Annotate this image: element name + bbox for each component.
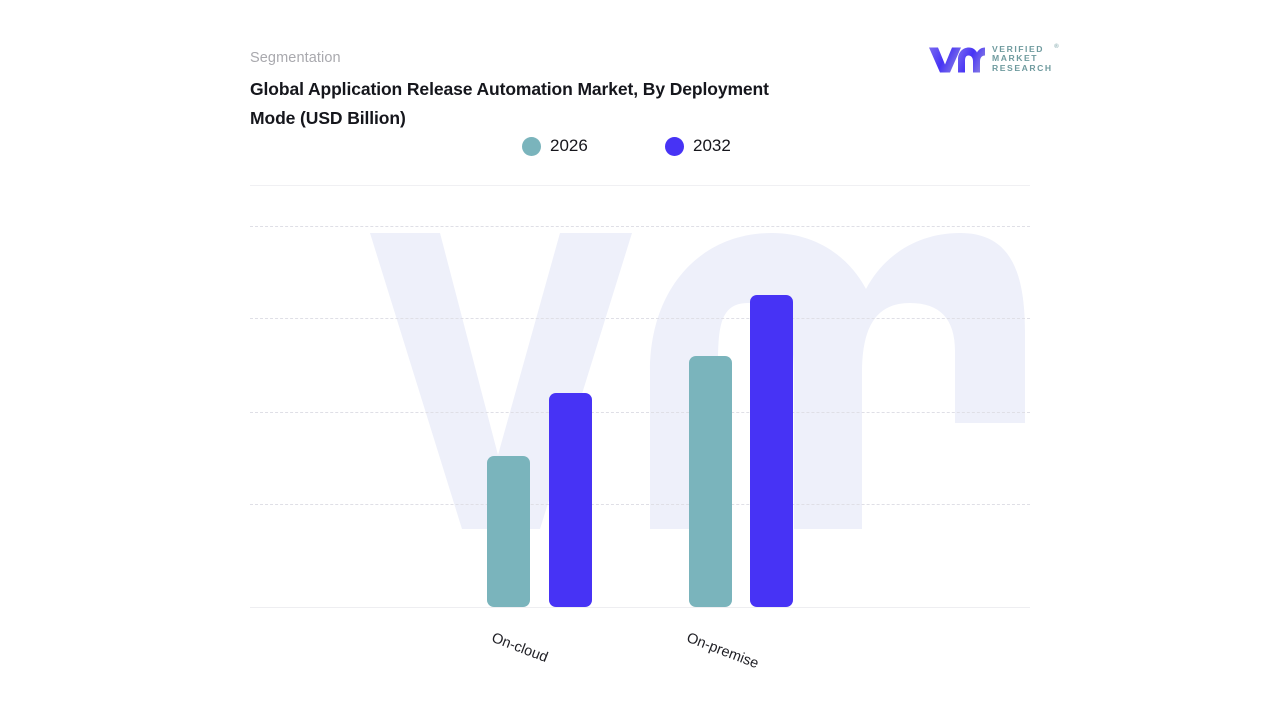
gridline-4 [250, 504, 1030, 505]
legend-swatch-icon-2032 [665, 136, 684, 156]
gridline-2 [250, 318, 1030, 319]
logo-line-research: RESEARCH [992, 62, 1053, 73]
logo-wordmark-text: VERIFIED MARKET RESEARCH ® [992, 43, 1059, 74]
chart-legend: 2026 2032 [250, 136, 1030, 162]
plot-area [250, 185, 1030, 608]
legend-label-2032: 2032 [693, 136, 731, 155]
legend-item-2026[interactable]: 2026 [522, 136, 588, 156]
legend-item-2032[interactable]: 2032 [665, 136, 731, 156]
registered-trademark-icon: ® [1054, 43, 1059, 50]
plot-top-rule [250, 185, 1030, 186]
bar-on-cloud-2032[interactable] [549, 393, 592, 607]
bar-on-cloud-2026[interactable] [487, 456, 530, 607]
x-axis-label-on-premise: On-premise [684, 630, 761, 673]
x-axis-labels: On-cloud On-premise [250, 608, 1030, 698]
bar-on-premise-2026[interactable] [689, 356, 732, 607]
segmentation-kicker: Segmentation [250, 50, 341, 66]
x-axis-label-on-cloud: On-cloud [489, 630, 550, 667]
legend-label-2026: 2026 [550, 136, 588, 155]
gridline-1 [250, 226, 1030, 227]
logo-line-verified: VERIFIED [992, 43, 1045, 54]
verified-market-research-logo: VERIFIED MARKET RESEARCH ® [928, 42, 1064, 76]
vm-logo-icon [929, 47, 985, 73]
logo-line-market: MARKET [992, 53, 1039, 64]
legend-swatch-icon-2026 [522, 136, 541, 156]
bars-layer [250, 185, 1030, 608]
x-axis-line [250, 607, 1030, 608]
chart-title: Global Application Release Automation Ma… [250, 79, 769, 128]
gridline-3 [250, 412, 1030, 413]
bar-on-premise-2032[interactable] [750, 295, 793, 607]
